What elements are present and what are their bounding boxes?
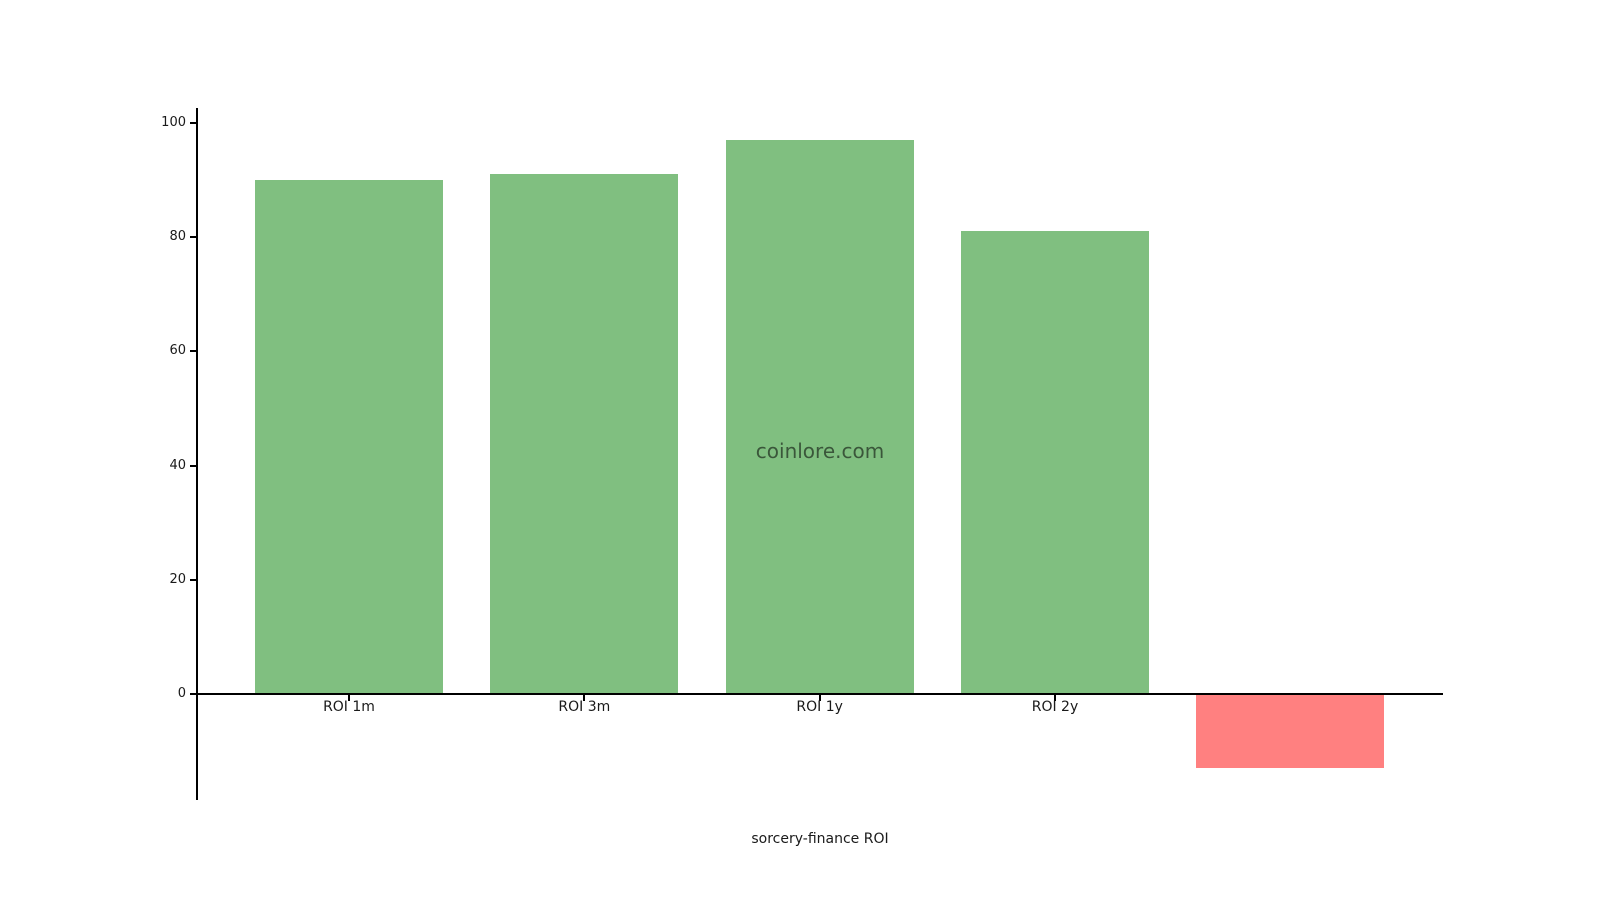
- bar-roi-3m: [490, 174, 679, 694]
- y-tick-mark: [190, 122, 197, 124]
- x-tick-mark: [818, 694, 821, 701]
- y-tick-label: 40: [169, 457, 186, 473]
- y-tick-label: 80: [169, 229, 186, 245]
- y-tick-label: 60: [169, 343, 186, 359]
- y-axis-line: [196, 108, 198, 800]
- y-tick-mark: [190, 464, 197, 467]
- bar-roi-1m: [255, 180, 443, 694]
- y-tick-mark: [190, 578, 197, 581]
- bar-roi-2y: [960, 231, 1149, 694]
- x-tick-mark: [583, 694, 586, 701]
- x-tick-label-roi-1y: ROI 1y: [796, 699, 843, 715]
- y-tick-mark: [190, 350, 197, 353]
- bar-5: [1196, 694, 1385, 769]
- y-tick-label: 20: [169, 571, 186, 587]
- y-tick-label: 0: [177, 686, 186, 701]
- x-tick-label-roi-1m: ROI 1m: [323, 699, 375, 715]
- chart-title: sorcery-finance ROI: [751, 831, 889, 847]
- bar-roi-1y: [725, 140, 914, 694]
- y-tick-label: 100: [161, 115, 186, 130]
- y-tick-mark: [190, 236, 197, 239]
- x-tick-mark: [1053, 694, 1056, 701]
- y-tick-mark: [190, 693, 197, 695]
- x-tick-label-roi-3m: ROI 3m: [558, 699, 611, 715]
- x-tick-mark: [348, 694, 350, 701]
- x-tick-label-roi-2y: ROI 2y: [1031, 699, 1079, 715]
- watermark-text: coinlore.com: [755, 439, 885, 463]
